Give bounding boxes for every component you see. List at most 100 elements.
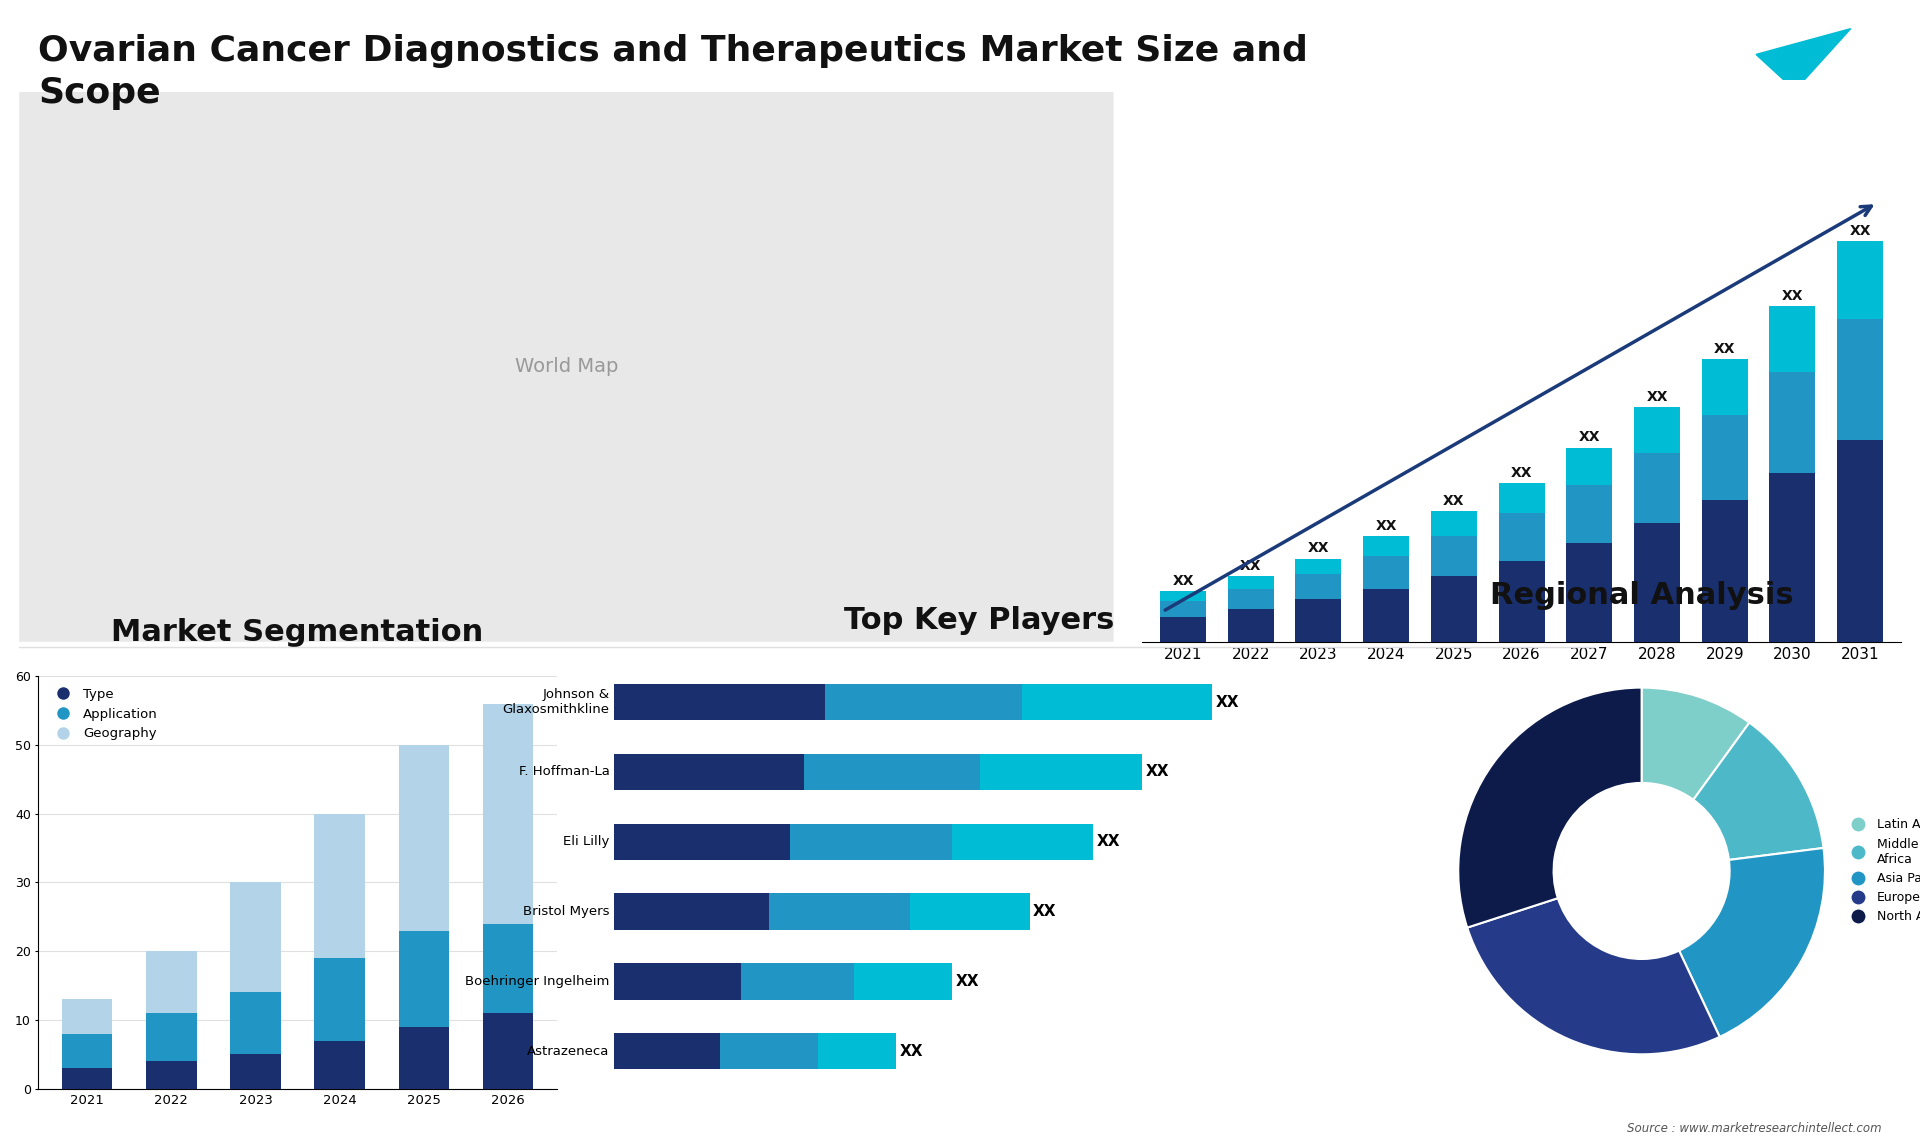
Bar [1160, 602, 1206, 617]
Bar [146, 951, 196, 1013]
Text: XX: XX [1849, 223, 1870, 237]
Text: XX: XX [1215, 694, 1240, 709]
Bar [230, 992, 280, 1054]
Text: XX: XX [1096, 834, 1119, 849]
Bar [981, 754, 1142, 790]
Bar [399, 931, 449, 1027]
Text: XX: XX [1645, 390, 1668, 405]
Bar [614, 754, 804, 790]
Bar [1363, 556, 1409, 589]
Text: XX: XX [1173, 574, 1194, 588]
Bar [1227, 589, 1273, 609]
Wedge shape [1642, 688, 1749, 800]
Bar [910, 894, 1029, 929]
Bar [854, 964, 952, 999]
Bar [1770, 371, 1816, 473]
Bar [1634, 524, 1680, 642]
Bar [1634, 407, 1680, 453]
Bar [1296, 574, 1342, 599]
Bar [1500, 513, 1544, 562]
Text: XX: XX [1715, 343, 1736, 356]
Bar [230, 882, 280, 992]
Bar [614, 1033, 720, 1069]
Bar [230, 1054, 280, 1089]
Bar [614, 964, 741, 999]
Bar [952, 824, 1092, 860]
Bar [720, 1033, 818, 1069]
Bar [61, 999, 113, 1034]
Bar [1634, 453, 1680, 524]
Polygon shape [1757, 29, 1851, 91]
Bar [826, 684, 1023, 721]
Bar [1430, 536, 1476, 576]
Bar [1567, 486, 1613, 543]
Text: XX: XX [1782, 289, 1803, 304]
Text: XX: XX [1146, 764, 1169, 779]
Bar [1430, 576, 1476, 642]
Bar [1363, 589, 1409, 642]
Bar [1701, 359, 1747, 415]
Text: XX: XX [1375, 519, 1398, 533]
Bar [315, 958, 365, 1041]
Text: Regional Analysis: Regional Analysis [1490, 581, 1793, 610]
Bar [482, 924, 534, 1013]
Circle shape [1572, 801, 1711, 941]
Text: XX: XX [1578, 431, 1599, 445]
Bar [1701, 501, 1747, 642]
Legend: Type, Application, Geography: Type, Application, Geography [44, 683, 163, 746]
Bar [770, 894, 910, 929]
Text: XX: XX [1240, 559, 1261, 573]
Bar [1567, 543, 1613, 642]
Bar [1500, 562, 1544, 642]
Bar [1363, 536, 1409, 556]
Text: XX: XX [1033, 904, 1056, 919]
Bar [1770, 306, 1816, 371]
Bar [1296, 558, 1342, 574]
Bar [1837, 440, 1884, 642]
Text: XX: XX [1308, 542, 1329, 556]
Legend: Latin America, Middle East &
Africa, Asia Pacific, Europe, North America: Latin America, Middle East & Africa, Asi… [1841, 814, 1920, 928]
Bar [1701, 415, 1747, 501]
Bar [1160, 591, 1206, 602]
Bar [315, 1041, 365, 1089]
Bar [1430, 511, 1476, 536]
Bar [1227, 576, 1273, 589]
FancyBboxPatch shape [19, 92, 1114, 642]
Bar [1770, 473, 1816, 642]
Text: World Map: World Map [515, 358, 618, 376]
Text: MARKET
RESEARCH
INTELLECT: MARKET RESEARCH INTELLECT [1734, 99, 1789, 129]
Text: XX: XX [1444, 494, 1465, 508]
Bar [1837, 319, 1884, 440]
Bar [804, 754, 981, 790]
Text: Top Key Players: Top Key Players [845, 606, 1114, 635]
Bar [614, 684, 826, 721]
Wedge shape [1693, 723, 1824, 860]
Bar [399, 745, 449, 931]
Bar [146, 1061, 196, 1089]
Polygon shape [1655, 29, 1757, 91]
Bar [741, 964, 854, 999]
Bar [1023, 684, 1212, 721]
Text: XX: XX [899, 1044, 924, 1059]
Bar [1837, 241, 1884, 319]
Text: Ovarian Cancer Diagnostics and Therapeutics Market Size and
Scope: Ovarian Cancer Diagnostics and Therapeut… [38, 34, 1308, 110]
Bar [146, 1013, 196, 1061]
Text: Market Segmentation: Market Segmentation [111, 618, 484, 647]
Wedge shape [1680, 848, 1824, 1037]
Bar [482, 704, 534, 924]
Bar [399, 1027, 449, 1089]
Text: Source : www.marketresearchintellect.com: Source : www.marketresearchintellect.com [1626, 1122, 1882, 1135]
Bar [1567, 448, 1613, 486]
Bar [482, 1013, 534, 1089]
Bar [614, 894, 770, 929]
Bar [315, 814, 365, 958]
Bar [1296, 599, 1342, 642]
Bar [1227, 609, 1273, 642]
Wedge shape [1467, 898, 1720, 1054]
Bar [1160, 617, 1206, 642]
Bar [1500, 482, 1544, 513]
Bar [61, 1068, 113, 1089]
Text: XX: XX [956, 974, 979, 989]
Bar [614, 824, 791, 860]
Bar [61, 1034, 113, 1068]
